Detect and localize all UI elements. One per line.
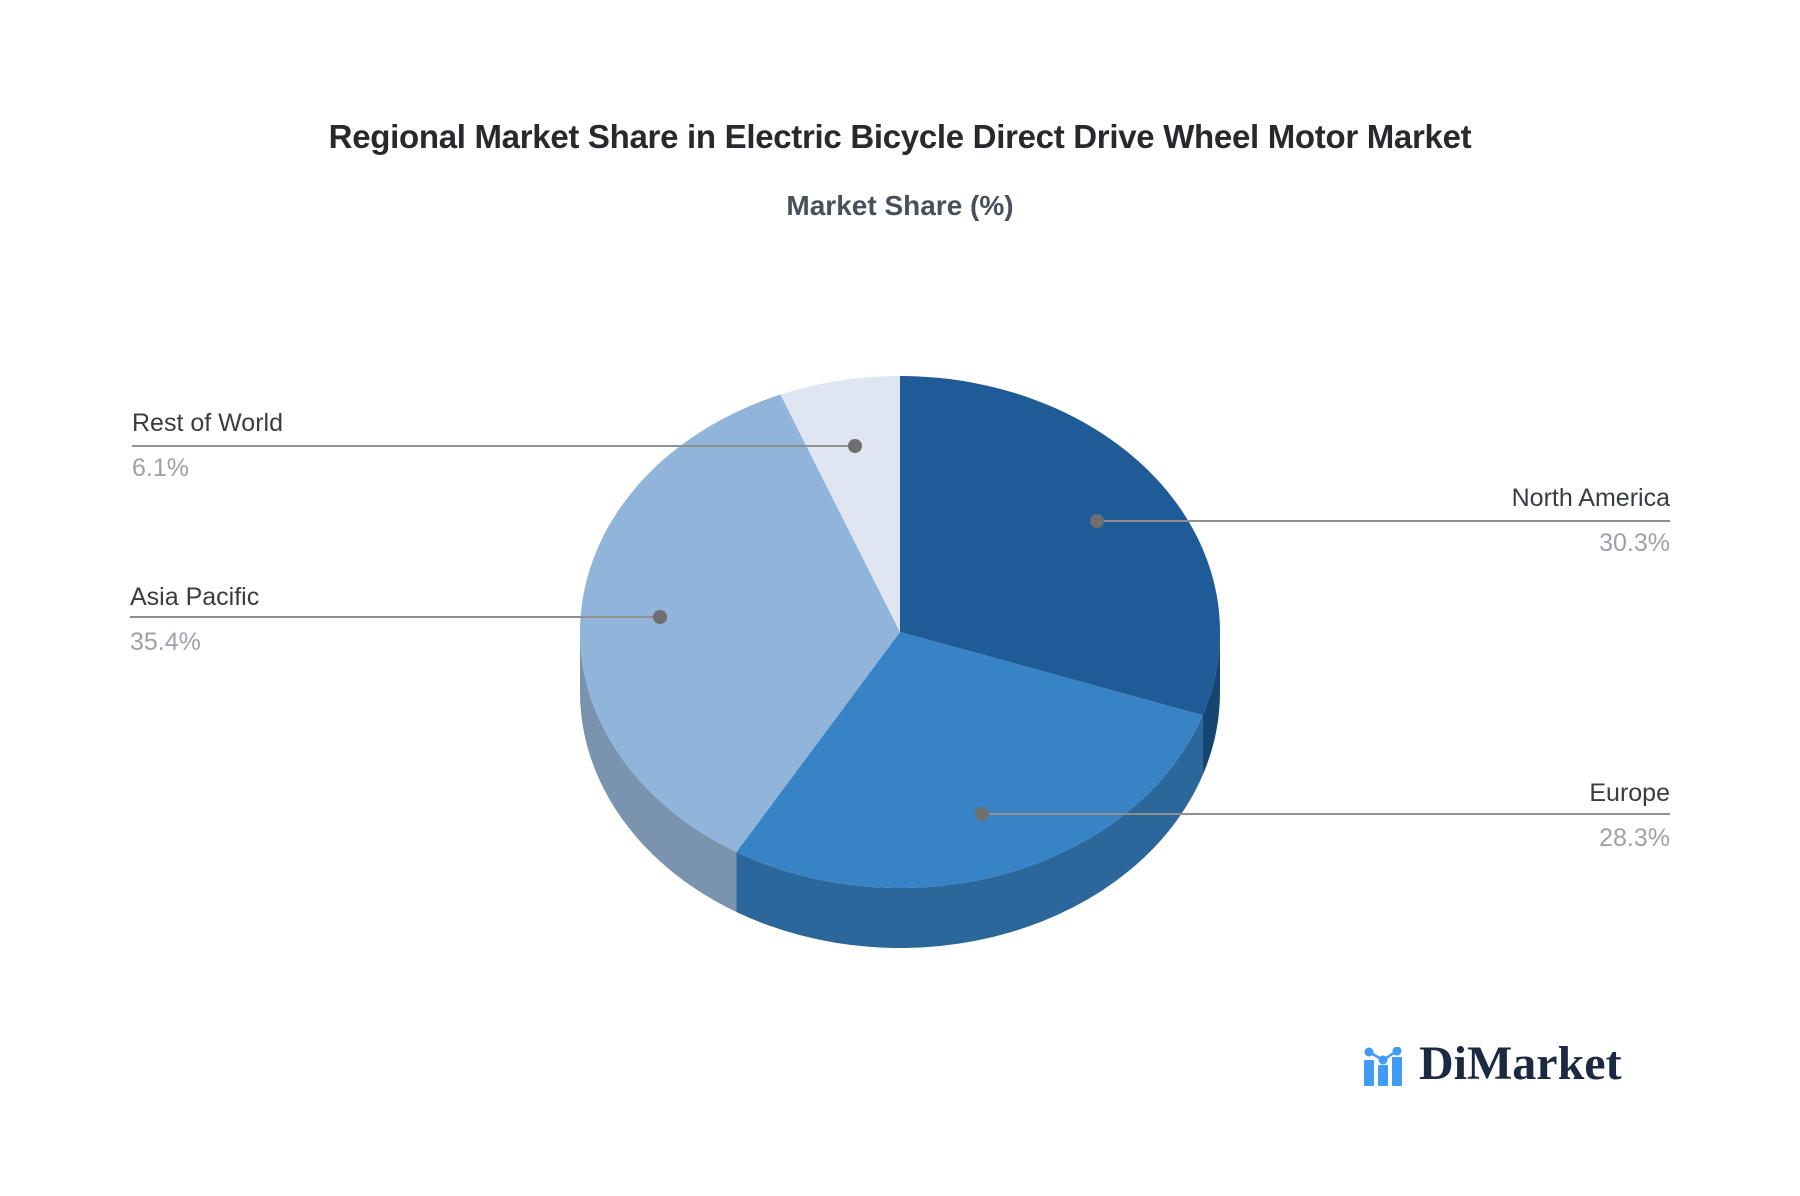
pie-slice-side-asia-pacific xyxy=(580,632,737,913)
chart-subtitle: Market Share (%) xyxy=(786,190,1014,221)
slice-label: Asia Pacific xyxy=(130,583,260,611)
pie-slice-side-north-america xyxy=(1202,632,1220,776)
callout-north-america: North America 30.3% xyxy=(1512,485,1670,556)
slice-percentage: 35.4% xyxy=(130,628,201,656)
pie-slice-side-europe xyxy=(736,715,1203,948)
slice-percentage: 28.3% xyxy=(1599,824,1670,852)
slice-label: Rest of World xyxy=(132,409,283,437)
leader-dot-north-america xyxy=(1090,514,1104,528)
bar-chart-logo-icon xyxy=(1364,1047,1402,1086)
pie-slice-rest-of-world[interactable] xyxy=(780,376,900,632)
callout-europe: Europe 28.3% xyxy=(1589,780,1670,851)
leader-dot-rest-of-world xyxy=(848,439,862,453)
leader-dot-asia-pacific xyxy=(653,610,667,624)
callout-asia-pacific: Asia Pacific 35.4% xyxy=(130,584,259,655)
pie-slice-europe[interactable] xyxy=(736,632,1203,889)
slice-percentage: 30.3% xyxy=(1599,529,1670,557)
callout-rest-of-world: Rest of World 6.1% xyxy=(132,410,283,481)
chart-title: Regional Market Share in Electric Bicycl… xyxy=(328,118,1472,155)
pie-slice-asia-pacific[interactable] xyxy=(580,394,900,853)
slice-label: Europe xyxy=(1589,779,1670,807)
slice-label: North America xyxy=(1511,484,1670,512)
brand-logo: DiMarket xyxy=(1364,1037,1622,1090)
pie-slice-north-america[interactable] xyxy=(900,376,1220,716)
brand-name: DiMarket xyxy=(1419,1037,1622,1090)
slice-percentage: 6.1% xyxy=(132,454,189,482)
leader-dot-europe xyxy=(975,807,989,821)
